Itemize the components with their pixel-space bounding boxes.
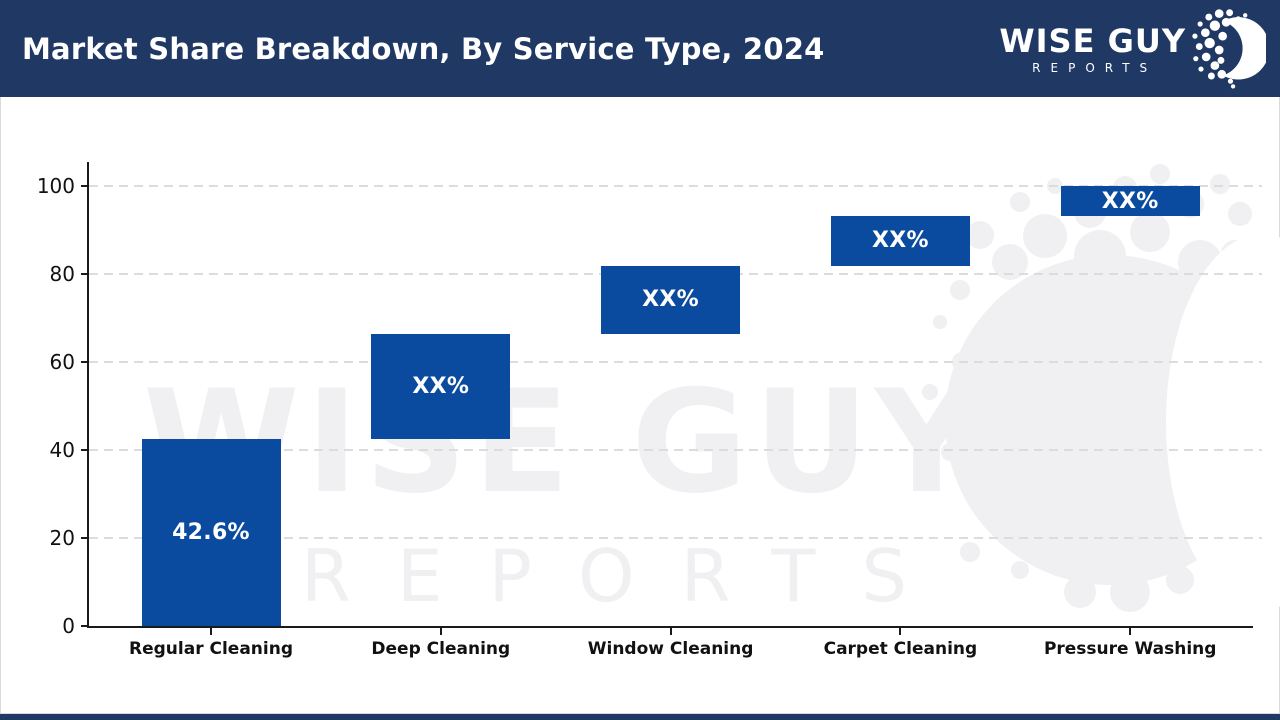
gridline-y100 [89, 185, 1262, 187]
bar-window-cleaning: XX% [601, 265, 741, 335]
footer-divider [0, 713, 1280, 714]
bar-carpet-cleaning: XX% [830, 216, 970, 266]
x-tick-mark [1129, 627, 1132, 635]
wiseguy-logo: WISE GUY REPORTS [999, 6, 1266, 94]
y-axis-spine [87, 162, 89, 628]
y-tick-label: 40 [49, 438, 75, 462]
y-tick-mark [81, 449, 89, 451]
bar-regular-cleaning: 42.6% [141, 438, 281, 626]
x-tick-mark [210, 627, 212, 635]
footer-bar [0, 714, 1280, 720]
y-tick-label: 20 [49, 526, 75, 550]
page-title: Market Share Breakdown, By Service Type,… [22, 31, 825, 66]
bar-value-label: XX% [1101, 188, 1159, 214]
y-tick-mark [81, 273, 89, 275]
logo-wordmark: WISE GUY [999, 22, 1186, 61]
x-axis-label: Pressure Washing [1043, 639, 1217, 659]
bar-value-label: 42.6% [172, 519, 250, 545]
bar-value-label: XX% [871, 228, 929, 254]
y-tick-label: 100 [36, 174, 75, 198]
header: Market Share Breakdown, By Service Type,… [0, 0, 1280, 97]
watermark-wordmark: WISE GUY [143, 360, 984, 525]
x-axis-label: Window Cleaning [587, 639, 754, 659]
gridline-y60 [89, 361, 1262, 363]
wiseguy-logo-face-icon [1188, 9, 1266, 89]
logo-subtext: REPORTS [1032, 60, 1158, 75]
x-tick-mark [669, 627, 672, 635]
gridline-y20 [89, 537, 1262, 539]
y-tick-mark [81, 537, 89, 539]
bar-value-label: XX% [642, 287, 700, 313]
x-tick-mark [899, 627, 902, 635]
y-tick-label: 60 [49, 350, 75, 374]
watermark-subtext: REPORTS [301, 534, 954, 618]
y-tick-mark [81, 185, 89, 187]
x-axis-label: Carpet Cleaning [823, 639, 978, 659]
gridline-y40 [89, 449, 1262, 451]
y-tick-label: 0 [62, 614, 75, 638]
y-tick-label: 80 [49, 262, 75, 286]
bar-deep-cleaning: XX% [371, 334, 511, 439]
bar-value-label: XX% [412, 373, 470, 399]
bar-pressure-washing: XX% [1060, 186, 1200, 217]
y-tick-mark [81, 361, 89, 363]
x-axis-label: Deep Cleaning [371, 639, 511, 659]
y-tick-mark [81, 625, 89, 627]
x-axis-label: Regular Cleaning [129, 639, 293, 659]
wiseguy-logo-text: WISE GUY REPORTS [999, 25, 1186, 75]
x-axis-spine [87, 626, 1253, 628]
x-tick-mark [439, 627, 442, 635]
